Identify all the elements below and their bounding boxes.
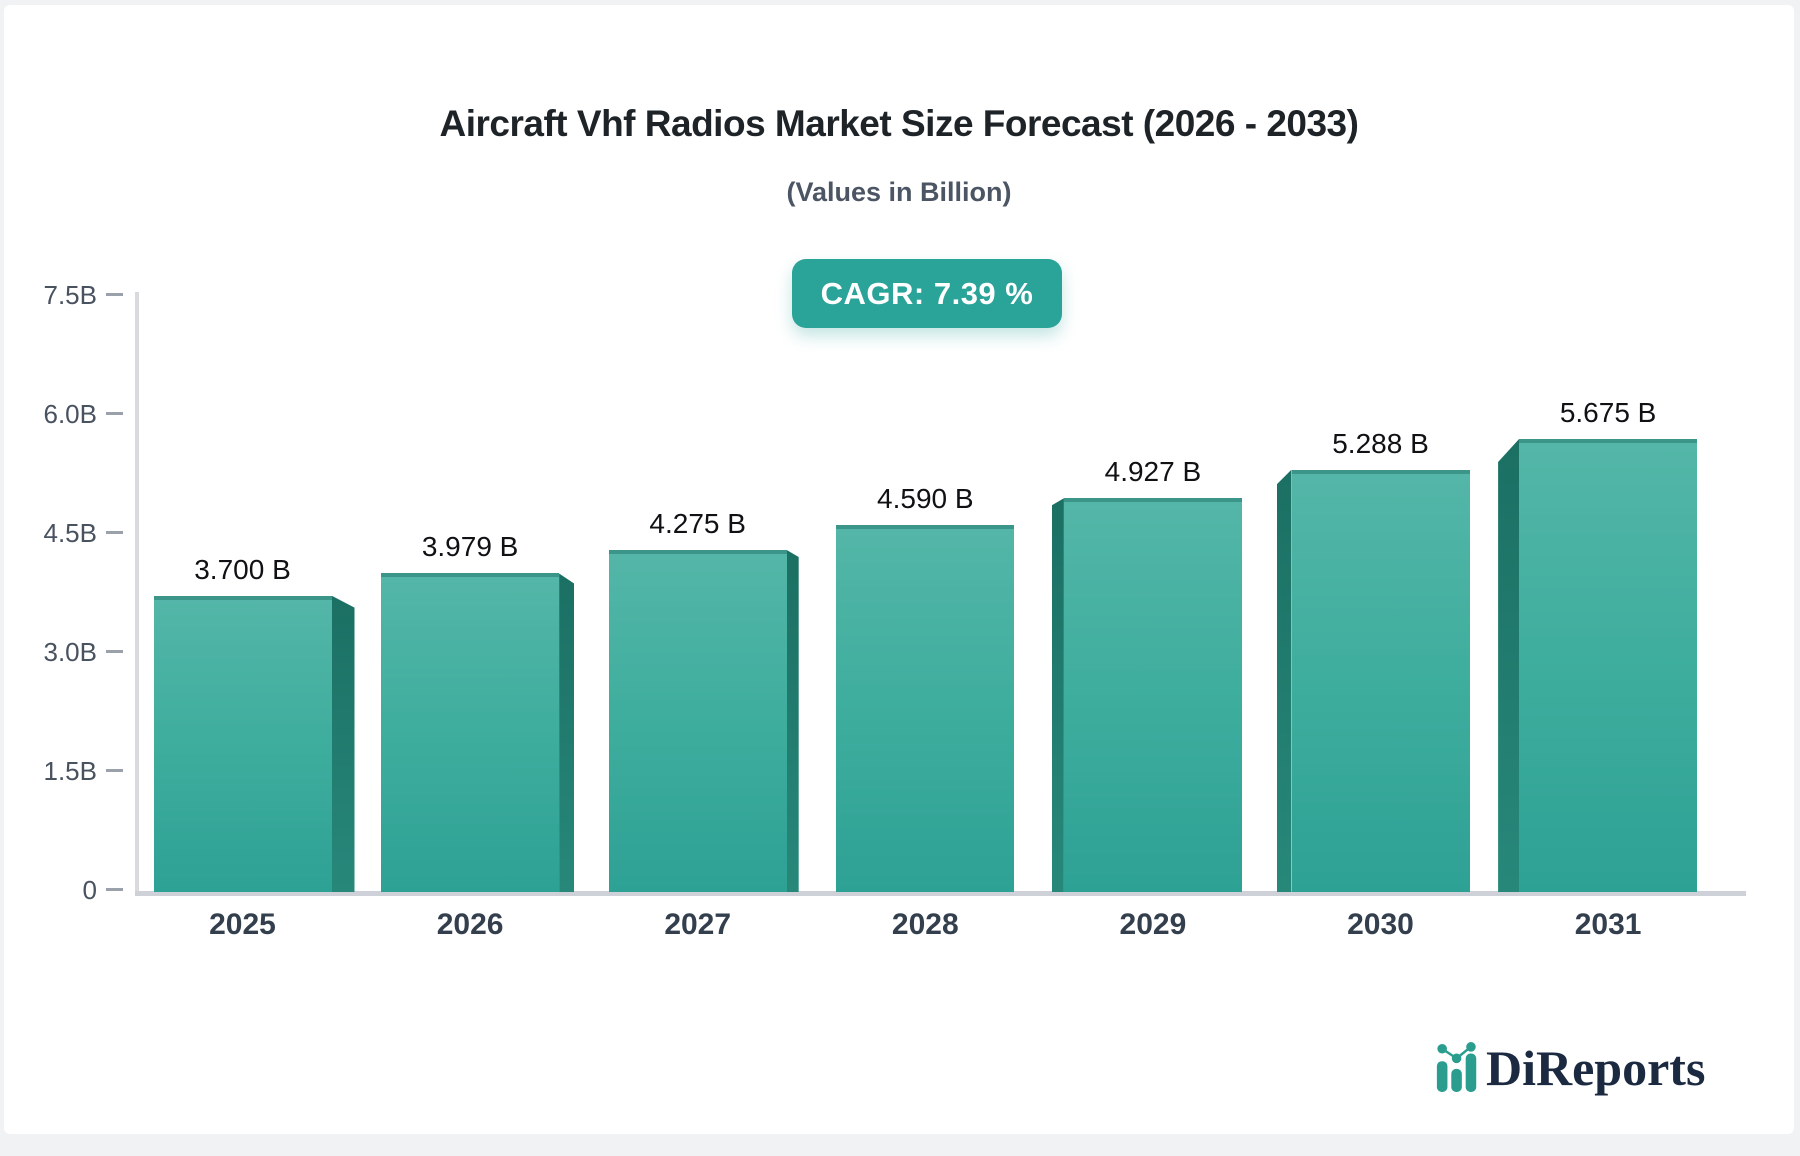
bar-value-label: 3.700 B [194, 553, 291, 585]
bar-face [836, 525, 1015, 892]
y-tick-dash [106, 411, 123, 415]
y-tick-dash [106, 530, 123, 534]
bar-side [1498, 438, 1520, 892]
y-tick-label: 1.5B [43, 756, 98, 787]
bar-side [1051, 498, 1064, 892]
x-axis-label: 2031 [1574, 908, 1642, 941]
y-tick-label: 7.5B [43, 280, 98, 311]
cagr-badge: CAGR: 7.39 % [792, 259, 1062, 328]
bar-side [559, 573, 575, 892]
bar-face [153, 595, 332, 892]
y-tick-label: 6.0B [43, 399, 98, 430]
bar-side [786, 549, 799, 892]
x-axis-label: 2027 [664, 908, 732, 941]
x-axis-label: 2030 [1347, 908, 1414, 941]
brand-logo: DiReports [1434, 1041, 1705, 1093]
bar-chart-plot-area: 7.5B 6.0B 4.5B 3.0B 1.5B 0 3.700 B 2025 3.979 B… [4, 5, 1800, 1156]
y-tick-dash [106, 649, 123, 653]
x-axis-label: 2028 [891, 908, 959, 941]
bar-side [331, 595, 355, 892]
y-tick-label: 3.0B [43, 637, 98, 668]
bar-value-label: 4.927 B [1104, 456, 1202, 488]
bar-face [381, 573, 560, 892]
bar-value-label: 4.275 B [649, 507, 746, 539]
x-axis-label: 2026 [436, 908, 504, 941]
y-tick-dash [106, 768, 123, 772]
bar-value-label: 5.288 B [1332, 427, 1429, 459]
y-axis-line [135, 292, 139, 894]
bar-chart-logo-icon [1436, 1042, 1477, 1092]
x-axis-label: 2025 [209, 908, 276, 941]
cagr-badge-label: CAGR: 7.39 % [820, 275, 1034, 311]
y-tick-label: 4.5B [43, 518, 98, 549]
x-axis-label: 2029 [1119, 908, 1187, 941]
chart-title: Aircraft Vhf Radios Market Size Forecast… [439, 103, 1359, 144]
bar-face [1063, 498, 1242, 892]
bar-value-label: 4.590 B [877, 483, 974, 514]
y-tick-label: 0 [82, 875, 97, 905]
bar-face [1291, 469, 1470, 892]
chart-card: Aircraft Vhf Radios Market Size Forecast… [4, 5, 1794, 1134]
chart-subtitle: (Values in Billion) [786, 177, 1012, 207]
bar-value-label: 3.979 B [421, 531, 519, 563]
brand-name: DiReports [1486, 1040, 1706, 1096]
y-tick-dash [106, 292, 123, 296]
bar-value-label: 5.675 B [1559, 396, 1657, 428]
x-axis-line [135, 891, 1746, 896]
y-tick-dash [106, 887, 123, 891]
bar-face [608, 549, 787, 892]
bar-side [1276, 469, 1292, 892]
bar-face [1519, 438, 1698, 892]
